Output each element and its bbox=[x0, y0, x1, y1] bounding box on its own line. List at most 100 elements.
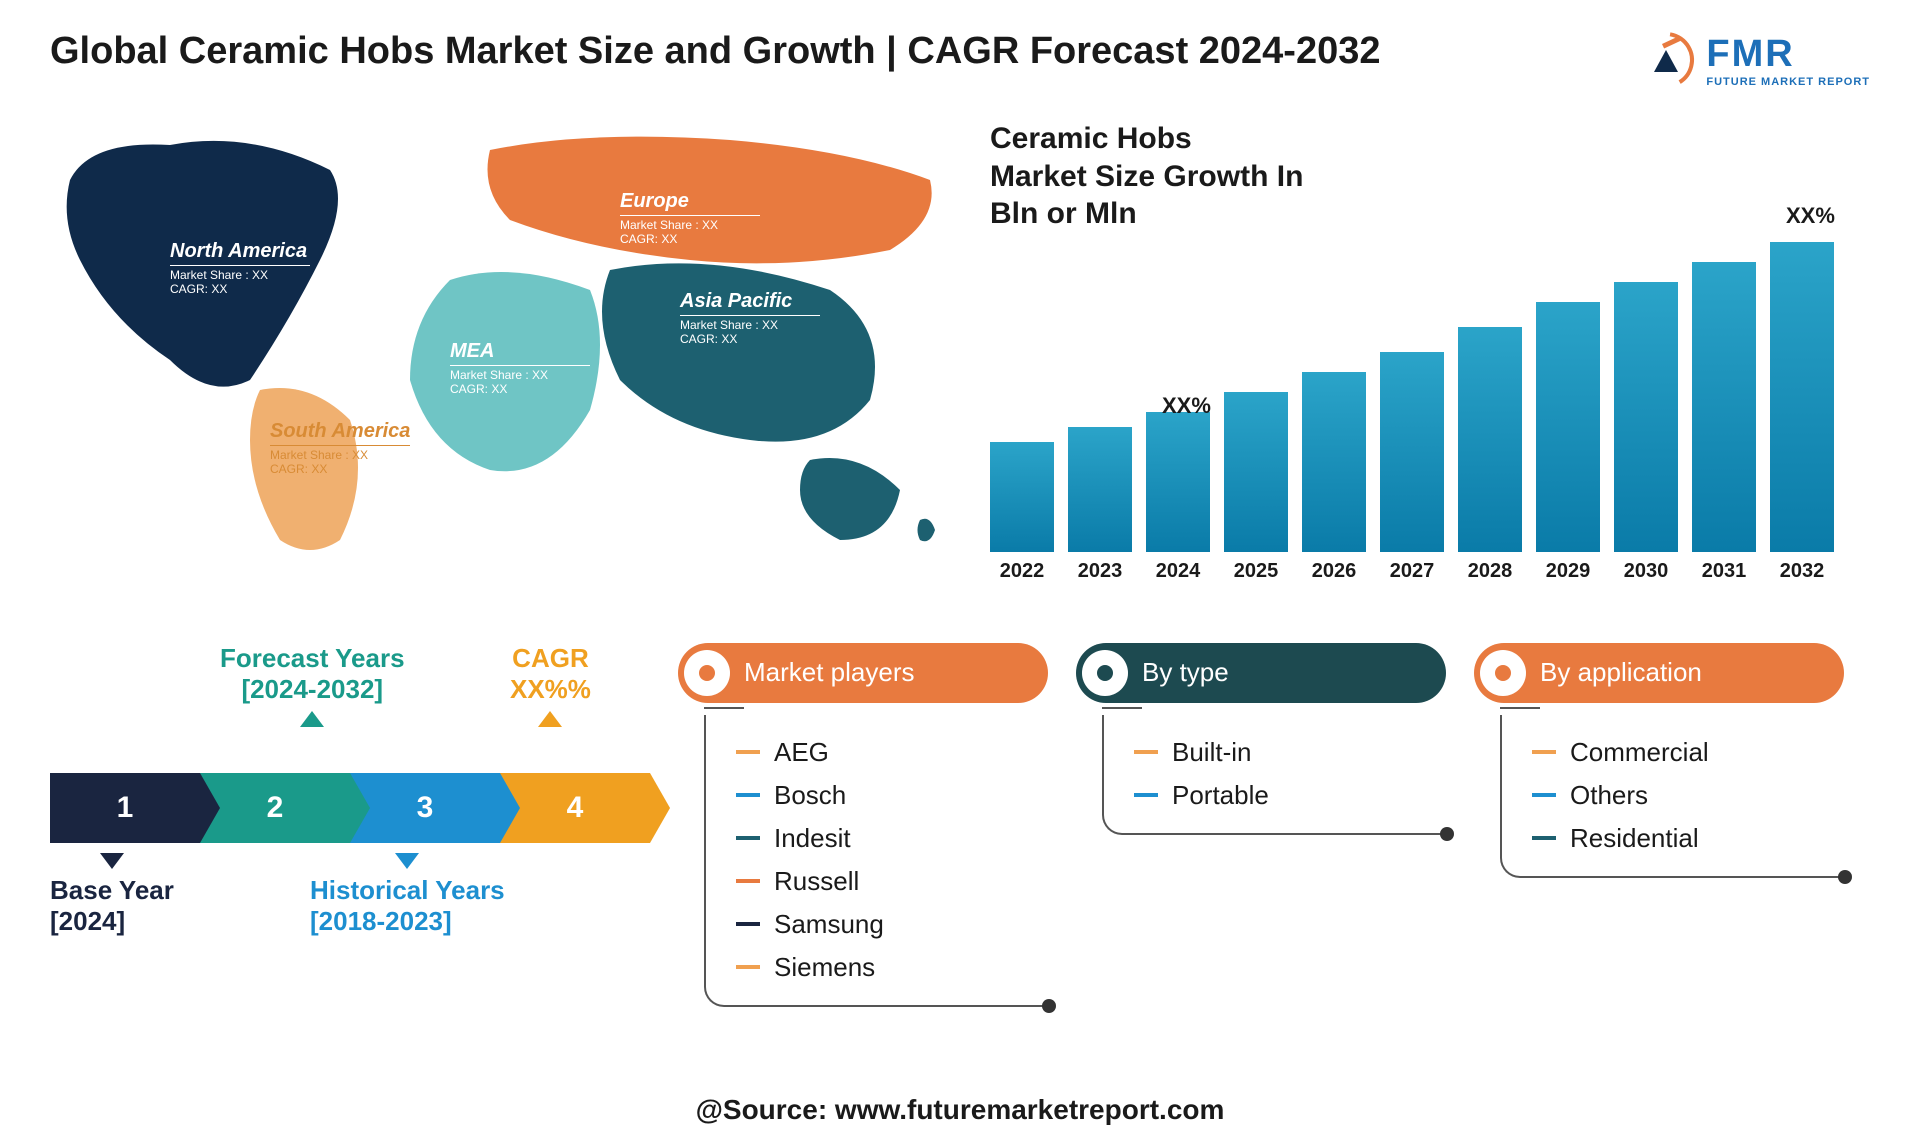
bar bbox=[1458, 327, 1522, 552]
region-name: MEA bbox=[450, 340, 590, 363]
region-label: South America Market Share : XX CAGR: XX bbox=[270, 420, 410, 476]
region-label: North America Market Share : XX CAGR: XX bbox=[170, 240, 310, 296]
pill-dot bbox=[1082, 650, 1128, 696]
list-item: Bosch bbox=[736, 774, 1048, 817]
region-share: Market Share : XX bbox=[680, 318, 820, 332]
tick-icon bbox=[736, 750, 760, 754]
header: Global Ceramic Hobs Market Size and Grow… bbox=[50, 30, 1870, 90]
bar-col: 2027 bbox=[1380, 352, 1444, 583]
dot-icon bbox=[1495, 665, 1511, 681]
bar-year: 2022 bbox=[1000, 560, 1045, 583]
timeline-top-label: CAGRXX%% bbox=[510, 643, 591, 727]
tick-icon bbox=[1532, 836, 1556, 840]
telescope-icon bbox=[1636, 30, 1696, 90]
bar-chart: 2022 2023 2024 2025 2026 2027 2028 2029 … bbox=[990, 243, 1860, 583]
tl-sub: [2024-2032] bbox=[220, 674, 405, 705]
logo-sub: FUTURE MARKET REPORT bbox=[1706, 76, 1870, 88]
chevron-right-icon bbox=[500, 773, 520, 843]
pill-title: By application bbox=[1540, 657, 1702, 688]
list-item: Portable bbox=[1134, 774, 1446, 817]
region-label: MEA Market Share : XX CAGR: XX bbox=[450, 340, 590, 396]
list-text: Indesit bbox=[774, 823, 851, 854]
list-item: Russell bbox=[736, 860, 1048, 903]
tick-icon bbox=[1532, 793, 1556, 797]
bar bbox=[1224, 392, 1288, 552]
tl-sub: [2024] bbox=[50, 906, 174, 937]
arrow-up-icon bbox=[300, 711, 324, 727]
timeline-segment: 1 bbox=[50, 773, 200, 843]
region-name: North America bbox=[170, 240, 310, 263]
timeline-segment: 2 bbox=[200, 773, 350, 843]
category-pill: By application bbox=[1474, 643, 1844, 703]
category-pill: By type bbox=[1076, 643, 1446, 703]
category-column: Market playersAEGBoschIndesitRussellSams… bbox=[678, 643, 1048, 1007]
tl-text: Forecast Years bbox=[220, 643, 405, 674]
bar-year: 2030 bbox=[1624, 560, 1669, 583]
list-text: Samsung bbox=[774, 909, 884, 940]
region-name: Europe bbox=[620, 190, 760, 213]
bar-col: 2028 bbox=[1458, 327, 1522, 583]
bar-year: 2023 bbox=[1078, 560, 1123, 583]
tl-sub: [2018-2023] bbox=[310, 906, 505, 937]
tl-text: CAGR bbox=[510, 643, 591, 674]
region-label: Europe Market Share : XX CAGR: XX bbox=[620, 190, 760, 246]
bar-col: 2032 bbox=[1770, 242, 1834, 583]
bracket-list: AEG Bosch Indesit Russell Samsung Siemens bbox=[704, 715, 1048, 1007]
category-column: By type Built-in Portable bbox=[1076, 643, 1446, 1007]
bar-year: 2026 bbox=[1312, 560, 1357, 583]
bracket-list: CommercialOthersResidential bbox=[1500, 715, 1844, 878]
pill-dot bbox=[684, 650, 730, 696]
bar-year: 2032 bbox=[1780, 560, 1825, 583]
bracket-list: Built-in Portable bbox=[1102, 715, 1446, 835]
tick-icon bbox=[736, 922, 760, 926]
list-item: Siemens bbox=[736, 946, 1048, 989]
divider bbox=[170, 265, 310, 266]
bar-year: 2031 bbox=[1702, 560, 1747, 583]
region-name: Asia Pacific bbox=[680, 290, 820, 313]
region-label: Asia Pacific Market Share : XX CAGR: XX bbox=[680, 290, 820, 346]
list-item: Samsung bbox=[736, 903, 1048, 946]
region-name: South America bbox=[270, 420, 410, 443]
timeline-bot-label: Historical Years[2018-2023] bbox=[310, 853, 505, 937]
list-text: AEG bbox=[774, 737, 829, 768]
bar-annotation: XX% bbox=[1162, 393, 1211, 419]
tick-icon bbox=[736, 965, 760, 969]
tick-icon bbox=[1532, 750, 1556, 754]
region-cagr: CAGR: XX bbox=[620, 232, 760, 246]
bar-annotation: XX% bbox=[1786, 203, 1835, 229]
region-cagr: CAGR: XX bbox=[170, 282, 310, 296]
region-share: Market Share : XX bbox=[450, 368, 590, 382]
list-text: Commercial bbox=[1570, 737, 1709, 768]
region-cagr: CAGR: XX bbox=[450, 382, 590, 396]
bar-year: 2024 bbox=[1156, 560, 1201, 583]
list-item: Others bbox=[1532, 774, 1844, 817]
tick-icon bbox=[736, 793, 760, 797]
bar-col: 2024 bbox=[1146, 412, 1210, 583]
chevron-right-icon bbox=[650, 773, 670, 843]
chevron-right-icon bbox=[200, 773, 220, 843]
timeline-segment: 3 bbox=[350, 773, 500, 843]
tick-icon bbox=[736, 836, 760, 840]
list-text: Russell bbox=[774, 866, 859, 897]
chart-title: Ceramic HobsMarket Size Growth InBln or … bbox=[990, 120, 1860, 233]
chevron-right-icon bbox=[350, 773, 370, 843]
list-item: Commercial bbox=[1532, 731, 1844, 774]
world-map: North America Market Share : XX CAGR: XX… bbox=[50, 120, 950, 560]
list-text: Built-in bbox=[1172, 737, 1251, 768]
bar-year: 2027 bbox=[1390, 560, 1435, 583]
bar bbox=[1536, 302, 1600, 552]
region-share: Market Share : XX bbox=[620, 218, 760, 232]
bar-col: 2031 bbox=[1692, 262, 1756, 583]
list-text: Siemens bbox=[774, 952, 875, 983]
tick-icon bbox=[736, 879, 760, 883]
bar bbox=[1770, 242, 1834, 552]
logo-text: FMR FUTURE MARKET REPORT bbox=[1706, 33, 1870, 88]
bar-col: 2025 bbox=[1224, 392, 1288, 583]
bar-col: 2026 bbox=[1302, 372, 1366, 583]
bar-year: 2029 bbox=[1546, 560, 1591, 583]
timeline-segment: 4 bbox=[500, 773, 650, 843]
region-share: Market Share : XX bbox=[270, 448, 410, 462]
dot-icon bbox=[1097, 665, 1113, 681]
bar bbox=[1068, 427, 1132, 552]
divider bbox=[450, 365, 590, 366]
